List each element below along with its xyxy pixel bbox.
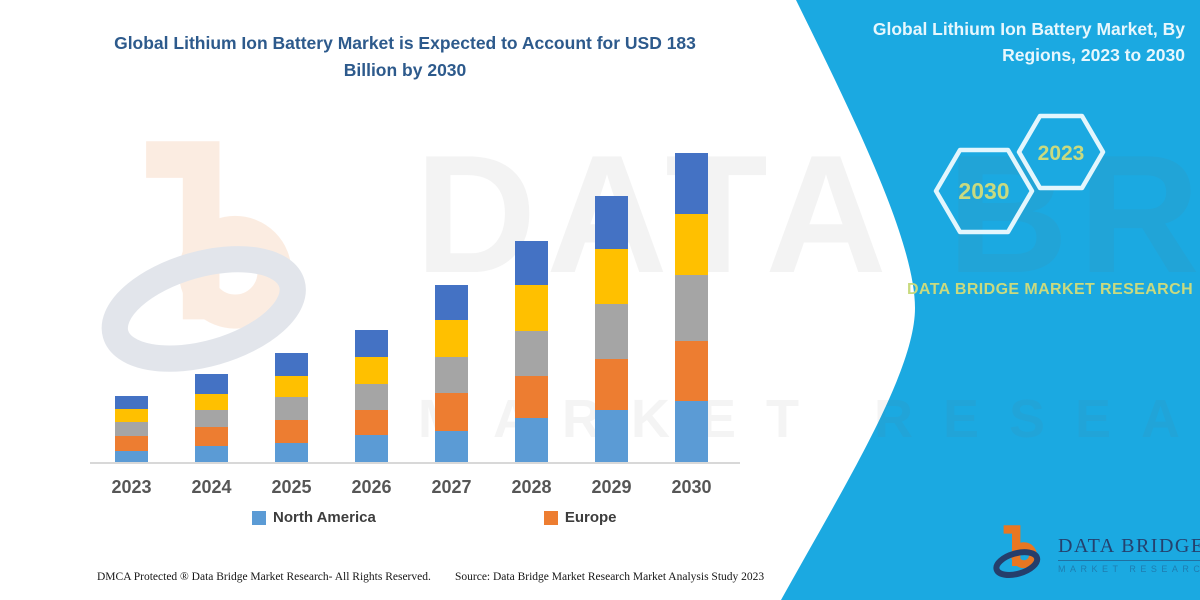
bar-segment xyxy=(355,435,388,463)
x-axis-labels: 2023 2024 2025 2026 2027 2028 2029 2030 xyxy=(111,477,712,498)
bar-segment xyxy=(515,417,548,463)
bar-segment xyxy=(515,241,548,286)
brand-text: DATA BRIDGE MARKET RESEARCH xyxy=(906,281,1194,298)
bar-segment xyxy=(115,396,148,409)
bar-segment xyxy=(675,275,708,341)
bar-segment xyxy=(355,409,388,436)
footer-copyright: DMCA Protected ® Data Bridge Market Rese… xyxy=(97,571,431,583)
bar-2027 xyxy=(435,285,468,463)
bar-segment xyxy=(435,356,468,394)
x-axis-label: 2027 xyxy=(431,477,472,497)
bar-2024 xyxy=(195,373,228,463)
legend: North America Europe xyxy=(252,509,617,526)
bar-segment xyxy=(355,356,388,385)
bar-segment xyxy=(275,419,308,443)
bar-2026 xyxy=(355,329,388,463)
bar-segment xyxy=(595,358,628,410)
bar-segment xyxy=(195,427,228,447)
bar-2030 xyxy=(675,153,708,463)
legend-item-europe: Europe xyxy=(543,509,617,526)
legend-label: North America xyxy=(273,509,376,526)
bar-segment xyxy=(195,409,228,428)
legend-item-north-america: North America xyxy=(252,509,376,526)
x-axis-label: 2023 xyxy=(111,477,152,497)
bar-segment xyxy=(595,409,628,463)
bar-segment xyxy=(515,285,548,332)
bar-segment xyxy=(675,401,708,463)
bar-segment xyxy=(275,397,308,420)
legend-label: Europe xyxy=(564,509,617,526)
x-axis-label: 2026 xyxy=(351,477,392,497)
x-axis-label: 2029 xyxy=(591,477,632,497)
bar-2028 xyxy=(515,241,548,463)
bar-segment xyxy=(275,375,308,398)
bar-segment xyxy=(675,213,708,276)
bar-segment xyxy=(115,435,148,451)
bar-segment xyxy=(115,408,148,423)
bar-segment xyxy=(355,329,388,357)
hexagon-2030 xyxy=(933,147,1035,235)
bar-segment xyxy=(515,331,548,376)
bar-segment xyxy=(435,393,468,432)
x-axis-label: 2030 xyxy=(671,477,712,497)
legend-swatch xyxy=(543,510,558,525)
bar-segment xyxy=(355,384,388,410)
hexagon-2023 xyxy=(1016,113,1106,191)
company-logo-subtitle: MARKET RESEARCH xyxy=(1058,563,1200,574)
panel-title: Global Lithium Ion Battery Market, By Re… xyxy=(872,19,1185,66)
bar-segment xyxy=(675,153,708,214)
footer-source: Source: Data Bridge Market Research Mark… xyxy=(455,571,765,583)
bar-segment xyxy=(515,375,548,418)
chart-title: Global Lithium Ion Battery Market is Exp… xyxy=(114,33,696,81)
x-axis-label: 2024 xyxy=(191,477,232,497)
bar-segment xyxy=(435,285,468,321)
hexagon-year-badges: 2030 2023 xyxy=(933,113,1106,235)
company-logo: DATA BRIDGE MARKET RESEARCH xyxy=(988,524,1200,584)
bar-segment xyxy=(115,450,148,463)
x-axis-label: 2028 xyxy=(511,477,552,497)
bar-2025 xyxy=(275,352,308,463)
bar-segment xyxy=(195,393,228,410)
company-logo-name: DATA BRIDGE xyxy=(1058,535,1200,561)
bar-2023 xyxy=(115,396,148,463)
x-axis-line xyxy=(90,462,740,464)
bar-segment xyxy=(275,443,308,463)
bar-segment xyxy=(195,446,228,463)
bar-segment xyxy=(595,196,628,250)
bar-segment xyxy=(115,422,148,436)
bar-segment xyxy=(595,249,628,304)
bar-segment xyxy=(595,303,628,359)
legend-swatch xyxy=(252,510,266,525)
bar-segment xyxy=(195,373,228,394)
bar-segment xyxy=(675,340,708,402)
bar-segment xyxy=(435,431,468,463)
hexagon-2023-label: 2023 xyxy=(1038,142,1085,165)
bar-segment xyxy=(275,352,308,376)
hexagon-2030-label: 2030 xyxy=(958,178,1009,204)
bar-2029 xyxy=(595,196,628,463)
bar-segment xyxy=(435,320,468,357)
x-axis-label: 2025 xyxy=(271,477,312,497)
bars-area xyxy=(115,151,708,463)
company-logo-icon xyxy=(988,524,1048,584)
